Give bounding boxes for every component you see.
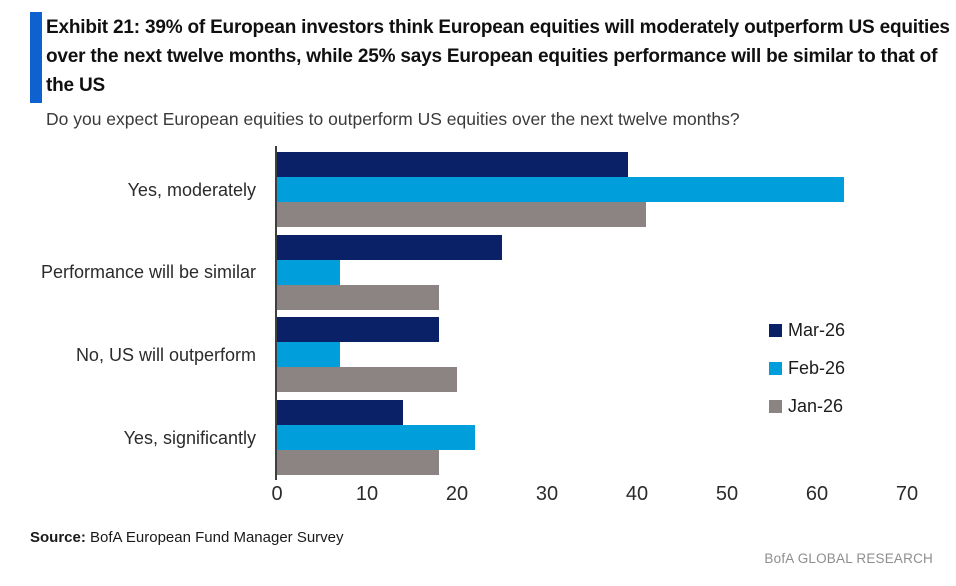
bar-jan-26-category-3	[277, 450, 439, 475]
legend-label: Feb-26	[788, 358, 846, 378]
survey-question-subtitle: Do you expect European equities to outpe…	[46, 109, 740, 129]
x-tick-label: 10	[355, 483, 379, 505]
legend-item-jan-26: Jan-26	[769, 396, 845, 416]
legend-label: Mar-26	[788, 320, 846, 340]
bar-feb-26-category-1	[277, 259, 340, 285]
bar-mar-26-category-1	[277, 234, 502, 260]
bar-mar-26-category-2	[277, 317, 439, 343]
source-note: Source: BofA European Fund Manager Surve…	[30, 529, 344, 546]
bar-jan-26-category-0	[277, 202, 646, 227]
bar-jan-26-category-1	[277, 284, 439, 310]
legend-label: Jan-26	[788, 396, 844, 416]
source-label: Source:	[30, 529, 86, 546]
legend-swatch-icon	[769, 324, 782, 337]
x-tick-label: 30	[535, 483, 559, 505]
category-label: No, US will outperform	[75, 344, 256, 365]
x-tick-label: 50	[715, 483, 739, 505]
category-label: Yes, moderately	[127, 179, 256, 200]
source-text: BofA European Fund Manager Survey	[85, 529, 344, 546]
x-tick-label: 60	[805, 483, 829, 505]
accent-bar	[30, 12, 42, 103]
category-label: Performance will be similar	[40, 262, 256, 283]
bar-feb-26-category-0	[277, 177, 844, 202]
bar-jan-26-category-2	[277, 367, 457, 393]
category-label: Yes, significantly	[123, 427, 256, 448]
bar-feb-26-category-2	[277, 342, 340, 368]
legend-item-mar-26: Mar-26	[769, 320, 846, 340]
x-tick-label: 20	[445, 483, 469, 505]
exhibit-title: Exhibit 21: 39% of European investors th…	[46, 17, 950, 96]
x-tick-label: 40	[625, 483, 649, 505]
legend-swatch-icon	[769, 362, 782, 375]
bar-mar-26-category-3	[277, 400, 403, 425]
x-tick-label: 0	[271, 483, 283, 505]
legend-swatch-icon	[769, 400, 782, 413]
bar-mar-26-category-0	[277, 152, 628, 177]
bar-feb-26-category-3	[277, 425, 475, 450]
brand-credit: BofA GLOBAL RESEARCH	[764, 551, 933, 566]
legend-item-feb-26: Feb-26	[769, 358, 846, 378]
y-axis-line	[275, 146, 277, 480]
x-tick-label: 70	[895, 483, 919, 505]
legend: Mar-26 Feb-26 Jan-26	[769, 320, 846, 435]
